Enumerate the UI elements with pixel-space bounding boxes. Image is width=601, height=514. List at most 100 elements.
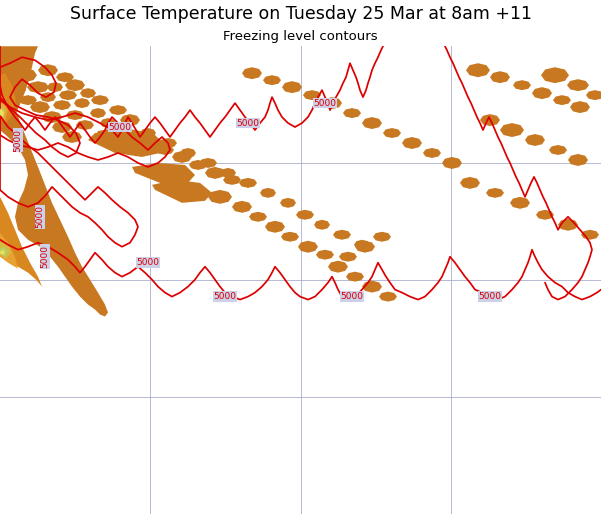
- Polygon shape: [0, 46, 38, 123]
- Polygon shape: [40, 92, 56, 102]
- Polygon shape: [0, 241, 12, 259]
- Polygon shape: [47, 82, 63, 92]
- Polygon shape: [0, 46, 108, 317]
- Polygon shape: [480, 114, 500, 126]
- Polygon shape: [65, 79, 85, 91]
- Polygon shape: [80, 88, 96, 98]
- Polygon shape: [76, 120, 94, 130]
- Polygon shape: [402, 137, 422, 149]
- Text: 5000: 5000: [341, 292, 364, 301]
- Polygon shape: [536, 210, 554, 220]
- Polygon shape: [442, 157, 462, 169]
- Polygon shape: [249, 212, 267, 222]
- Polygon shape: [27, 81, 49, 93]
- Polygon shape: [42, 111, 62, 123]
- Text: 5000: 5000: [237, 119, 260, 127]
- Polygon shape: [281, 232, 299, 242]
- Polygon shape: [486, 188, 504, 198]
- Polygon shape: [346, 272, 364, 282]
- Text: Freezing level contours: Freezing level contours: [223, 30, 378, 43]
- Polygon shape: [156, 145, 174, 155]
- Polygon shape: [88, 130, 165, 157]
- Polygon shape: [0, 95, 8, 121]
- Polygon shape: [13, 68, 37, 82]
- Text: 5000: 5000: [35, 205, 44, 228]
- Text: 5000: 5000: [136, 258, 159, 267]
- Polygon shape: [423, 148, 441, 158]
- Polygon shape: [541, 67, 569, 83]
- Polygon shape: [159, 138, 177, 148]
- Text: 5000: 5000: [13, 128, 22, 152]
- Polygon shape: [180, 148, 196, 158]
- Polygon shape: [586, 90, 601, 100]
- Polygon shape: [232, 201, 252, 213]
- Polygon shape: [189, 160, 207, 170]
- Text: 5000: 5000: [478, 292, 501, 301]
- Polygon shape: [59, 90, 77, 100]
- Polygon shape: [280, 198, 296, 208]
- Polygon shape: [19, 95, 37, 105]
- Polygon shape: [0, 108, 4, 117]
- Polygon shape: [152, 180, 212, 203]
- Polygon shape: [220, 168, 236, 178]
- Polygon shape: [172, 151, 192, 163]
- Polygon shape: [558, 219, 578, 231]
- Polygon shape: [460, 177, 480, 189]
- Polygon shape: [333, 230, 351, 240]
- Polygon shape: [316, 250, 334, 260]
- Polygon shape: [373, 232, 391, 242]
- Polygon shape: [322, 97, 342, 109]
- Polygon shape: [0, 103, 6, 119]
- Polygon shape: [355, 241, 375, 253]
- Polygon shape: [120, 114, 140, 126]
- Polygon shape: [570, 101, 590, 113]
- Polygon shape: [100, 118, 116, 128]
- Polygon shape: [466, 63, 490, 77]
- Text: 5000: 5000: [40, 245, 49, 268]
- Polygon shape: [265, 221, 285, 233]
- Polygon shape: [296, 210, 314, 220]
- Polygon shape: [133, 137, 157, 149]
- Polygon shape: [379, 291, 397, 302]
- Text: Surface Temperature on Tuesday 25 Mar at 8am +11: Surface Temperature on Tuesday 25 Mar at…: [70, 5, 531, 23]
- Polygon shape: [132, 163, 195, 185]
- Polygon shape: [0, 247, 8, 256]
- Polygon shape: [56, 72, 74, 82]
- Text: 5000: 5000: [213, 292, 237, 301]
- Polygon shape: [140, 128, 156, 138]
- Polygon shape: [567, 79, 589, 91]
- Polygon shape: [513, 80, 531, 90]
- Polygon shape: [205, 167, 225, 179]
- Polygon shape: [0, 73, 16, 123]
- Polygon shape: [30, 101, 50, 113]
- Polygon shape: [95, 127, 162, 153]
- Polygon shape: [260, 188, 276, 198]
- Polygon shape: [239, 178, 257, 188]
- Polygon shape: [282, 81, 302, 93]
- Polygon shape: [0, 250, 5, 255]
- Polygon shape: [208, 190, 232, 204]
- Text: 5000: 5000: [109, 122, 132, 132]
- Polygon shape: [109, 105, 127, 115]
- Polygon shape: [532, 87, 552, 99]
- Polygon shape: [362, 281, 382, 292]
- Polygon shape: [581, 230, 599, 240]
- Polygon shape: [0, 233, 18, 269]
- Text: 5000: 5000: [314, 99, 337, 107]
- Polygon shape: [525, 134, 545, 146]
- Polygon shape: [223, 175, 241, 185]
- Polygon shape: [66, 110, 84, 120]
- Polygon shape: [38, 64, 58, 76]
- Polygon shape: [549, 145, 567, 155]
- Polygon shape: [53, 100, 71, 110]
- Polygon shape: [553, 95, 571, 105]
- Polygon shape: [339, 252, 357, 262]
- Polygon shape: [52, 121, 72, 133]
- Polygon shape: [362, 117, 382, 129]
- Polygon shape: [314, 220, 330, 230]
- Polygon shape: [343, 108, 361, 118]
- Polygon shape: [383, 128, 401, 138]
- Polygon shape: [10, 85, 26, 95]
- Polygon shape: [298, 241, 318, 253]
- Polygon shape: [74, 98, 90, 108]
